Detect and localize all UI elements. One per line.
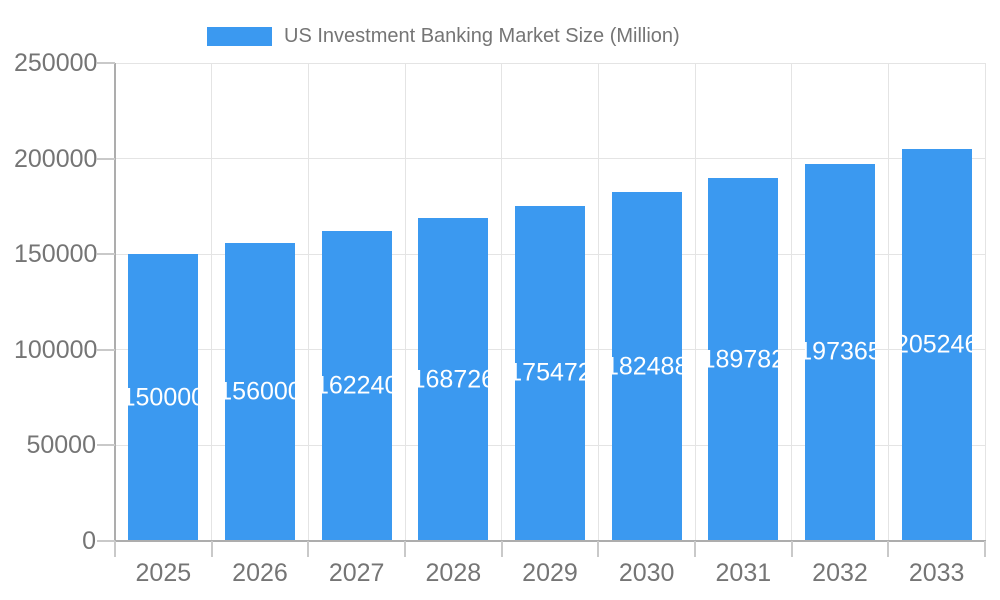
- y-tick-label: 50000: [26, 431, 96, 460]
- v-gridline: [694, 63, 696, 541]
- v-gridline: [597, 63, 599, 541]
- x-tick-label: 2027: [328, 559, 385, 587]
- bar-2032[interactable]: 197365: [805, 163, 875, 541]
- x-axis-tick: [500, 541, 503, 557]
- bar-2026[interactable]: 156000: [225, 242, 295, 541]
- y-axis-tick: [97, 348, 115, 351]
- bar-value-label: 168726: [418, 365, 488, 394]
- bar-2025[interactable]: 150000: [128, 254, 199, 541]
- bar-value-text: 175472: [515, 358, 585, 387]
- v-gridline: [307, 63, 309, 541]
- x-tick-label: 2030: [618, 559, 675, 587]
- bar-2028[interactable]: 168726: [418, 218, 489, 541]
- bar-value-label: 205246: [902, 330, 972, 359]
- v-gridline: [501, 63, 503, 541]
- x-tick-label: 2029: [522, 559, 578, 587]
- y-axis-tick: [97, 253, 115, 256]
- bar-value-label: 182488: [612, 352, 682, 381]
- y-axis-tick: [97, 444, 115, 447]
- bar-2030[interactable]: 182488: [611, 192, 682, 541]
- legend-item[interactable]: US Investment Banking Market Size (Milli…: [207, 25, 680, 48]
- bar-value-text: 150000: [128, 383, 199, 412]
- bar-value-text: 205246: [901, 330, 972, 359]
- y-axis-tick: [97, 540, 115, 542]
- h-gridline: [115, 62, 985, 64]
- bar-value-label: 150000: [128, 383, 198, 412]
- x-tick-label: 2028: [425, 559, 482, 587]
- x-axis-tick: [404, 541, 406, 557]
- v-gridline: [791, 63, 793, 541]
- bar-value-label: 162240: [322, 371, 392, 400]
- v-gridline: [887, 63, 889, 541]
- bar-value-text: 156000: [225, 377, 295, 406]
- chart-title: US Investment Banking Market Size (Milli…: [284, 25, 680, 47]
- bar-value-label: 156000: [225, 377, 295, 406]
- x-axis-tick: [597, 541, 600, 557]
- x-axis-tick: [114, 541, 116, 557]
- y-axis-tick: [97, 62, 115, 64]
- x-axis-tick: [887, 541, 890, 557]
- y-tick-label: 100000: [14, 335, 98, 364]
- bar-2033[interactable]: 205246: [901, 148, 972, 541]
- bar-value-text: 182488: [611, 352, 682, 381]
- y-tick-label: 150000: [14, 240, 98, 269]
- x-axis-tick: [307, 541, 310, 557]
- x-tick-label: 2033: [908, 559, 965, 587]
- bar-value-label: 175472: [515, 359, 585, 388]
- bar-value-text: 189782: [708, 345, 779, 374]
- x-tick-label: 2031: [715, 559, 772, 587]
- plot-area: 150000 156000 162240 168726 175472 182488 1897…: [114, 62, 986, 541]
- x-tick-label: 2032: [812, 559, 868, 587]
- h-gridline: [115, 158, 985, 160]
- legend-color-swatch: [207, 27, 272, 46]
- bar-2031[interactable]: 189782: [708, 178, 779, 541]
- bar-2029[interactable]: 175472: [515, 205, 585, 541]
- v-gridline: [211, 63, 213, 541]
- x-tick-label: 2026: [232, 559, 288, 587]
- y-tick-label: 200000: [14, 144, 98, 173]
- y-tick-label: 0: [82, 527, 96, 555]
- x-axis-line: [114, 540, 986, 542]
- bar-2027[interactable]: 162240: [321, 230, 392, 541]
- v-gridline: [984, 63, 986, 541]
- x-axis-tick: [790, 541, 793, 557]
- bar-value-text: 162240: [321, 371, 392, 400]
- x-axis-tick: [694, 541, 696, 557]
- x-tick-label: 2025: [135, 559, 192, 587]
- bar-value-label: 197365: [805, 338, 875, 367]
- bar-value-label: 189782: [708, 345, 778, 374]
- v-gridline: [404, 63, 406, 541]
- x-axis-tick: [210, 541, 213, 557]
- bar-value-text: 197365: [805, 337, 875, 366]
- y-axis-tick: [97, 157, 115, 160]
- x-axis-tick: [984, 541, 986, 557]
- bar-value-text: 168726: [418, 365, 489, 394]
- y-tick-label: 250000: [14, 49, 98, 77]
- y-axis-line: [114, 63, 116, 541]
